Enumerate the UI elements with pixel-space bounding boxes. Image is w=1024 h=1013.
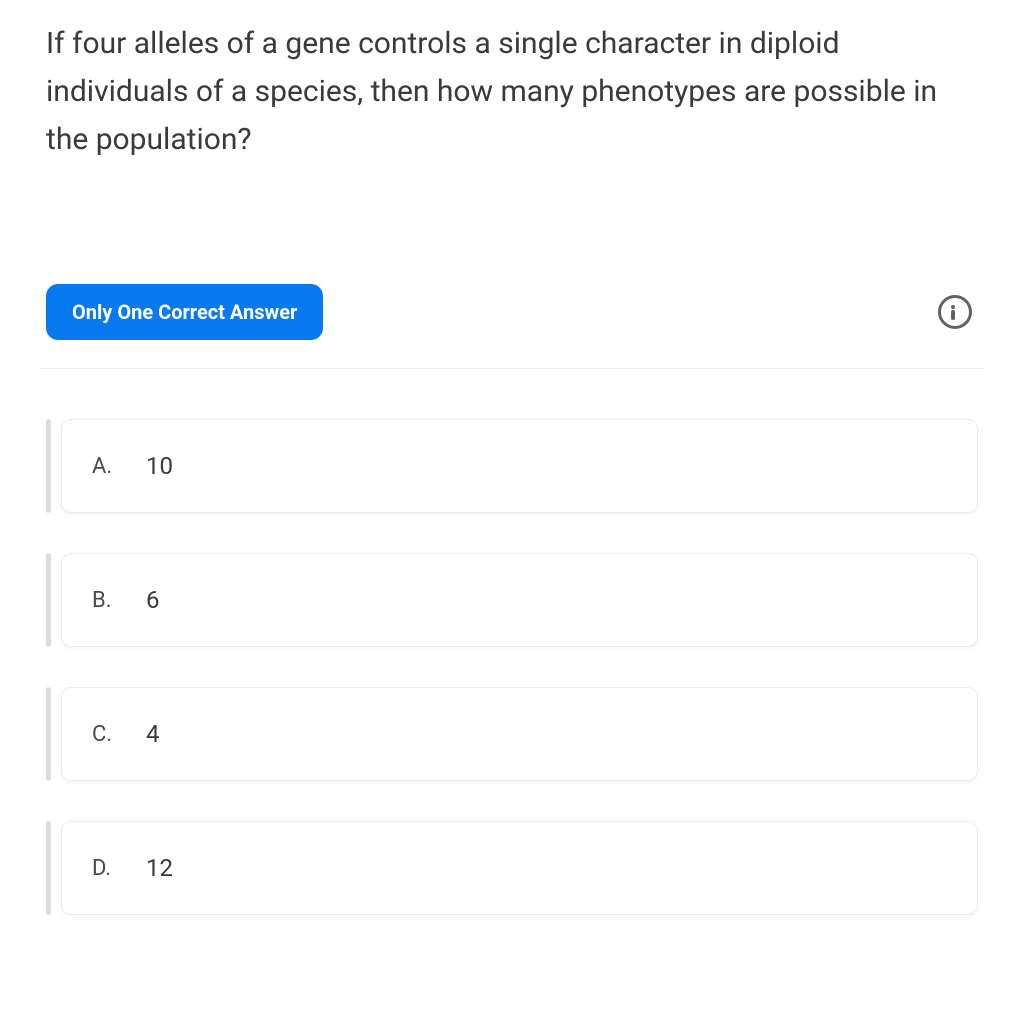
option-b[interactable]: B. 6	[46, 553, 978, 647]
info-icon[interactable]	[938, 295, 972, 329]
badge-row: Only One Correct Answer	[40, 284, 984, 369]
option-a[interactable]: A. 10	[46, 419, 978, 513]
option-accent-bar	[46, 553, 51, 647]
info-icon-bar	[951, 310, 955, 320]
option-value: 4	[146, 720, 160, 748]
question-text: If four alleles of a gene controls a sin…	[40, 20, 984, 164]
options-list: A. 10 B. 6 C. 4 D. 12	[40, 419, 984, 915]
option-card: D. 12	[61, 821, 978, 915]
option-card: A. 10	[61, 419, 978, 513]
option-letter: D.	[92, 856, 146, 881]
option-d[interactable]: D. 12	[46, 821, 978, 915]
option-value: 6	[146, 586, 160, 614]
info-icon-dot	[951, 305, 955, 309]
option-accent-bar	[46, 419, 51, 513]
option-accent-bar	[46, 821, 51, 915]
answer-type-badge: Only One Correct Answer	[46, 284, 323, 340]
option-accent-bar	[46, 687, 51, 781]
option-letter: B.	[92, 588, 146, 613]
option-value: 10	[146, 452, 173, 480]
option-c[interactable]: C. 4	[46, 687, 978, 781]
option-letter: A.	[92, 454, 146, 479]
option-card: B. 6	[61, 553, 978, 647]
option-value: 12	[146, 854, 173, 882]
option-card: C. 4	[61, 687, 978, 781]
option-letter: C.	[92, 722, 146, 747]
